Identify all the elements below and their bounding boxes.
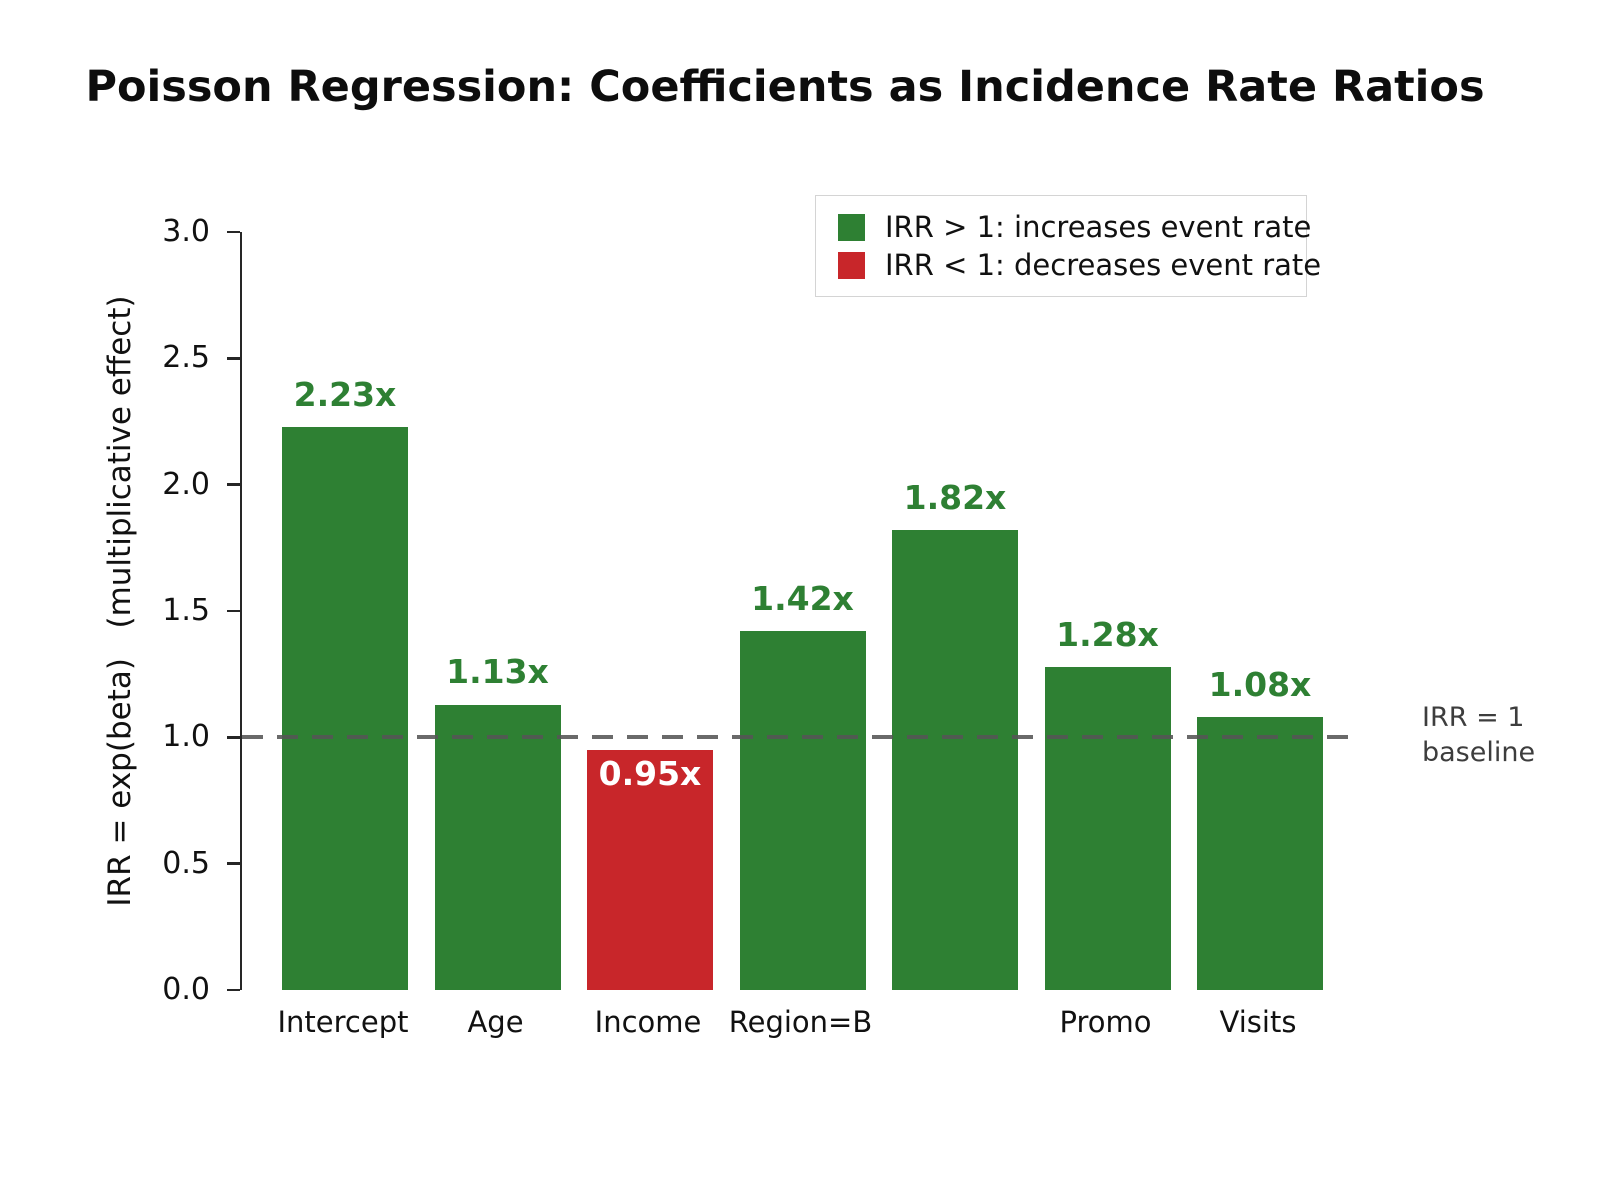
x-tick-label: Visits — [1219, 1005, 1297, 1039]
legend: IRR > 1: increases event rate IRR < 1: d… — [815, 195, 1321, 297]
y-tick-label: 1.5 — [162, 593, 210, 628]
bar-Promo — [1044, 666, 1171, 990]
bar-value-label: 2.23x — [293, 374, 397, 414]
baseline-annotation: IRR = 1 baseline — [1422, 700, 1535, 770]
bar-Visits — [1197, 717, 1323, 990]
y-tick-mark — [227, 862, 240, 865]
y-tick-mark — [227, 357, 240, 360]
y-tick-label: 2.0 — [162, 466, 210, 502]
bar-value-label: 1.08x — [1208, 665, 1312, 705]
y-tick-label: 1.0 — [162, 719, 210, 755]
y-tick-mark — [227, 988, 240, 992]
y-tick-label: 0.0 — [162, 972, 210, 1007]
y-tick-mark — [227, 483, 240, 486]
green-swatch-icon — [838, 213, 865, 241]
bar-Age — [434, 704, 561, 990]
x-tick-label: Income — [594, 1005, 702, 1039]
y-tick-mark — [227, 230, 240, 234]
red-swatch-icon — [838, 251, 865, 279]
x-tick-label: Promo — [1059, 1005, 1152, 1039]
bar-value-label: 1.13x — [446, 652, 549, 692]
plot-area: 0.0 0.5 1.0 1.5 2.0 2.5 3.0 2.23x 1.13x 0.95x 1.4… — [162, 215, 1355, 1007]
legend-item-increase: IRR > 1: increases event rate — [838, 210, 1311, 244]
x-tick-label: Age — [467, 1005, 524, 1039]
bar-value-label: 1.28x — [1056, 614, 1159, 654]
bar-Income — [587, 749, 713, 990]
baseline-dashed-line — [242, 735, 1355, 740]
baseline-annotation-line1: IRR = 1 — [1422, 702, 1525, 733]
legend-label-decrease: IRR < 1: decreases event rate — [885, 248, 1322, 282]
bar-Region=B — [739, 631, 866, 990]
bar-value-label: 1.82x — [903, 478, 1007, 518]
chart-title: Poisson Regression: Coefficients as Inci… — [85, 62, 1485, 112]
bar-Intercept — [282, 426, 408, 990]
x-tick-label: Region=B — [728, 1005, 873, 1039]
y-tick-label: 2.5 — [162, 340, 210, 376]
y-tick-label: 3.0 — [162, 214, 210, 249]
y-tick-mark — [227, 736, 240, 739]
bar-value-label: 1.42x — [751, 579, 854, 619]
legend-label-increase: IRR > 1: increases event rate — [885, 210, 1312, 244]
x-tick-label: Intercept — [277, 1005, 409, 1039]
baseline-annotation-line2: baseline — [1422, 737, 1536, 768]
y-tick-mark — [227, 609, 240, 613]
legend-item-decrease: IRR < 1: decreases event rate — [838, 248, 1321, 282]
bar-value-label: 0.95x — [598, 753, 702, 793]
bar-unnamed-4 — [892, 530, 1018, 990]
y-tick-label: 0.5 — [162, 845, 210, 881]
